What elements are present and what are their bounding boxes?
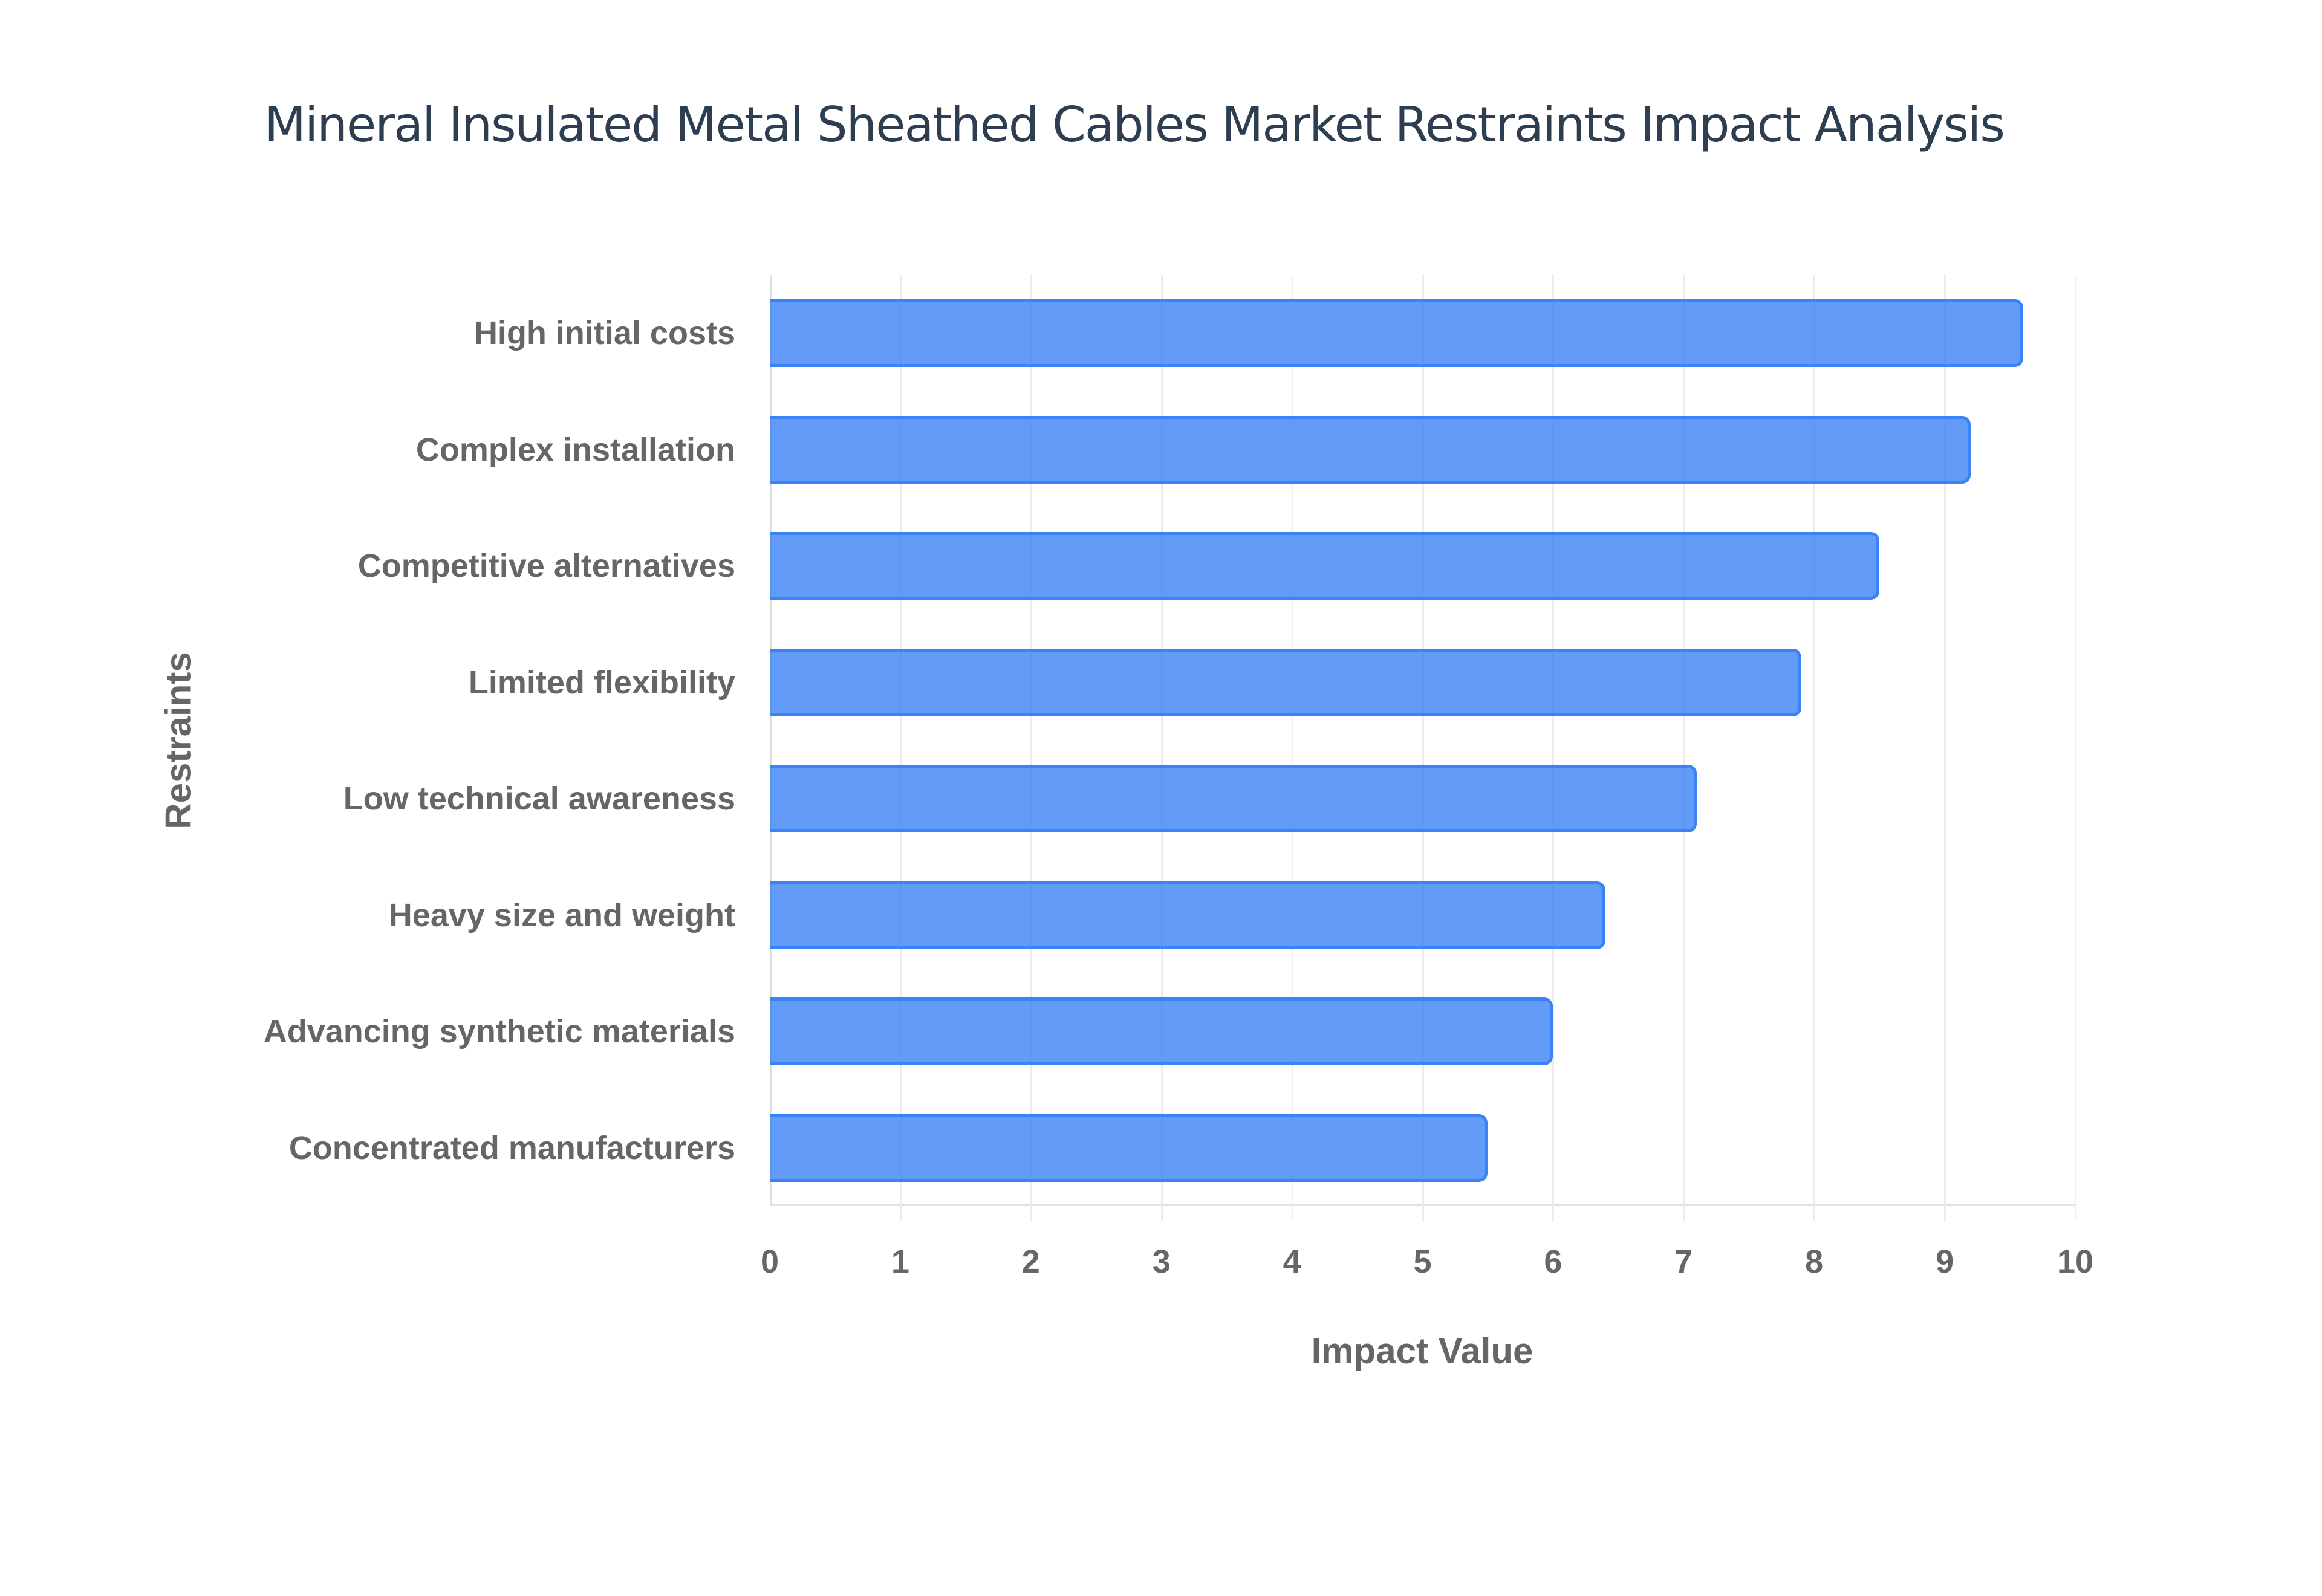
x-tick-label: 3 — [1152, 1244, 1171, 1280]
bar[interactable] — [770, 997, 1553, 1066]
y-axis-line — [770, 275, 772, 1206]
y-tick-label: Low technical awareness — [343, 780, 735, 817]
x-tick-label: 7 — [1674, 1244, 1693, 1280]
x-tick-label: 6 — [1544, 1244, 1563, 1280]
bar[interactable] — [770, 881, 1605, 949]
x-tick-label: 9 — [1936, 1244, 1954, 1280]
chart-title: Mineral Insulated Metal Sheathed Cables … — [264, 97, 2005, 153]
bar[interactable] — [770, 1114, 1488, 1182]
gridline — [1552, 275, 1555, 1221]
x-tick-label: 2 — [1021, 1244, 1040, 1280]
bar[interactable] — [770, 765, 1697, 833]
gridline — [899, 275, 902, 1221]
x-tick-label: 0 — [760, 1244, 779, 1280]
y-tick-label: Heavy size and weight — [388, 897, 735, 933]
y-tick-label: Concentrated manufacturers — [288, 1129, 735, 1166]
y-tick-label: Advancing synthetic materials — [263, 1013, 735, 1050]
gridline — [1291, 275, 1293, 1221]
gridline — [1813, 275, 1816, 1221]
bar[interactable] — [770, 415, 1971, 484]
x-tick-label: 4 — [1283, 1244, 1301, 1280]
gridline — [2075, 275, 2076, 1221]
x-axis-title: Impact Value — [1311, 1331, 1533, 1371]
bar[interactable] — [770, 532, 1880, 600]
gridline — [1683, 275, 1685, 1221]
gridline — [1422, 275, 1424, 1221]
x-tick-label: 10 — [2057, 1244, 2094, 1280]
bar[interactable] — [770, 299, 2023, 368]
bar[interactable] — [770, 648, 1801, 716]
gridline — [1030, 275, 1032, 1221]
y-tick-label: Complex installation — [415, 431, 735, 468]
gridline — [1944, 275, 1946, 1221]
x-tick-label: 1 — [891, 1244, 909, 1280]
plot-area — [770, 275, 2076, 1221]
y-tick-label: High initial costs — [473, 315, 735, 352]
x-tick-label: 5 — [1413, 1244, 1432, 1280]
gridline — [1160, 275, 1163, 1221]
x-tick-label: 8 — [1805, 1244, 1824, 1280]
y-tick-label: Limited flexibility — [468, 664, 735, 701]
y-tick-label: Competitive alternatives — [357, 548, 735, 585]
